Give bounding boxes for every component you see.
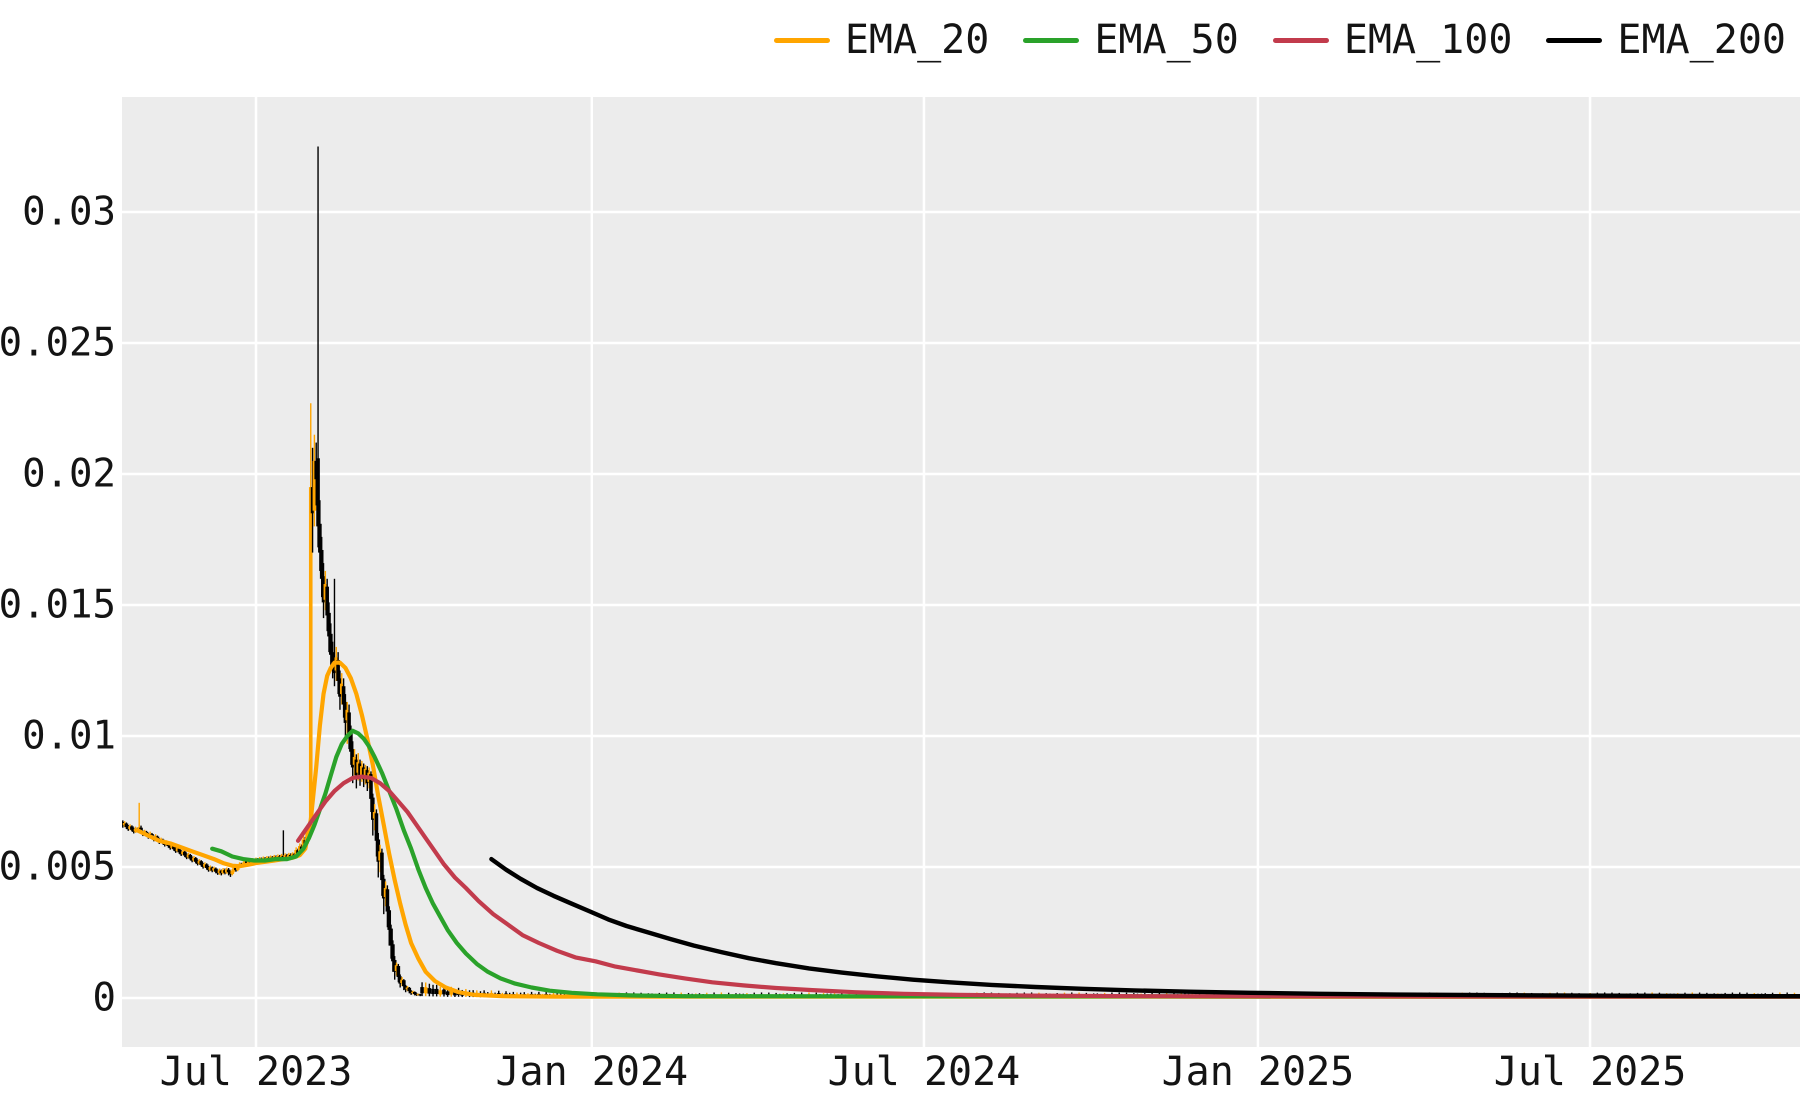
plot-area <box>122 97 1800 1047</box>
line-ema-20 <box>135 660 1800 999</box>
legend-item-ema-50: EMA_50 <box>1023 20 1239 60</box>
y-tick-label: 0.015 <box>0 582 116 628</box>
y-tick-label: 0.02 <box>22 451 116 497</box>
legend-item-label: EMA_200 <box>1617 17 1786 63</box>
line-ema-100 <box>295 774 1800 999</box>
plot-contents <box>122 146 1800 999</box>
legend-item-label: EMA_20 <box>844 17 990 63</box>
legend-item-ema-100: EMA_100 <box>1272 17 1513 63</box>
line-ema-200 <box>489 856 1800 999</box>
legend-item-ema-200: EMA_200 <box>1546 20 1786 60</box>
legend-line-swatch <box>773 37 830 43</box>
legend-line-swatch <box>1272 37 1329 43</box>
y-tick-label: 0.005 <box>0 844 116 890</box>
y-tick-label: 0.01 <box>22 713 116 759</box>
legend-line-swatch <box>1546 37 1603 43</box>
x-tick-label: Jan 2024 <box>495 1049 689 1095</box>
legend-item-label: EMA_50 <box>1094 17 1239 63</box>
legend: EMA_20 EMA_50 EMA_100 EMA_200 <box>773 17 1786 63</box>
y-tick-label: 0.025 <box>0 320 116 366</box>
x-tick-label: Jul 2024 <box>827 1049 1021 1095</box>
legend-item-ema-20: EMA_20 <box>773 17 990 63</box>
line-ema-50 <box>210 728 1800 999</box>
legend-line-swatch <box>1023 37 1080 43</box>
x-tick-label: Jan 2025 <box>1161 1049 1355 1095</box>
x-tick-label: Jul 2025 <box>1493 1049 1687 1095</box>
legend-item-label: EMA_100 <box>1343 17 1513 63</box>
y-tick-label: 0.03 <box>22 189 116 235</box>
x-tick-label: Jul 2023 <box>159 1049 353 1095</box>
y-tick-label: 0 <box>92 975 116 1021</box>
gridlines <box>122 97 1800 1047</box>
